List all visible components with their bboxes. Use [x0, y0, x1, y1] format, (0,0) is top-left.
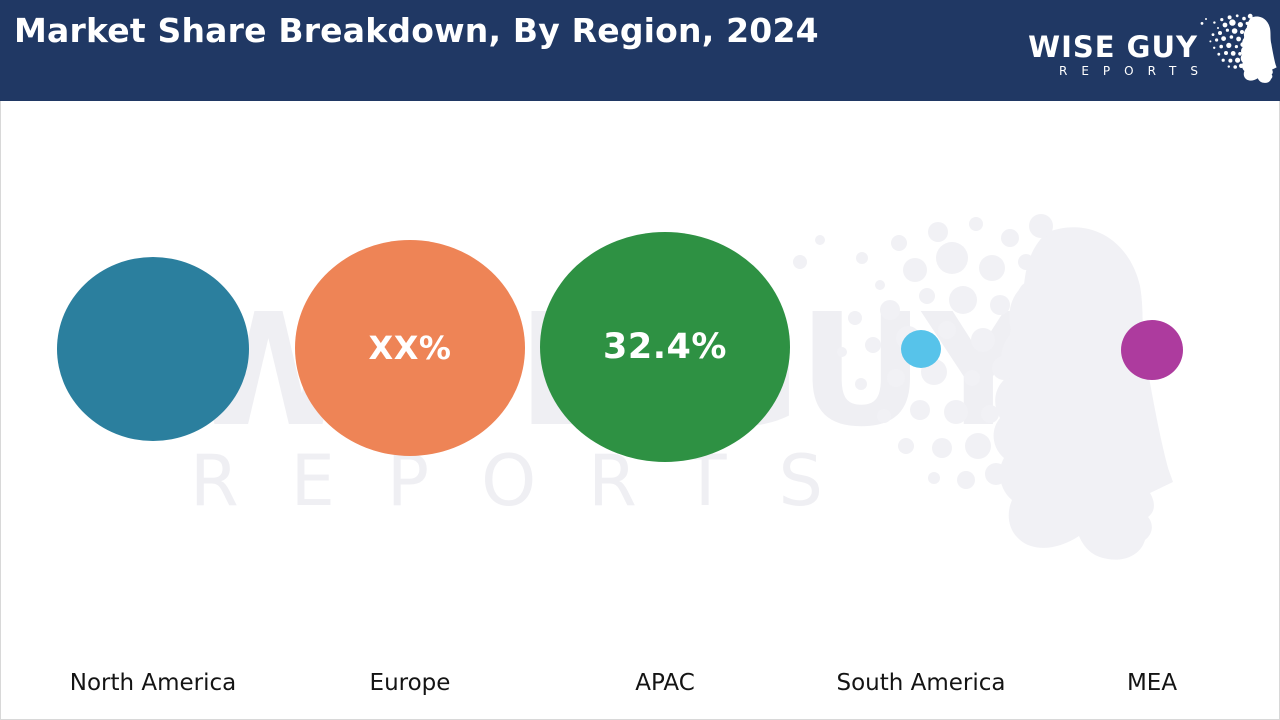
logo-head-icon	[1200, 13, 1277, 83]
bubble-value-label: XX%	[368, 329, 452, 367]
category-label-north-america: North America	[69, 670, 237, 696]
chart-title: Market Share Breakdown, By Region, 2024	[14, 11, 819, 50]
category-label-south-america: South America	[836, 670, 1006, 696]
category-label-mea: MEA	[1126, 670, 1178, 696]
bubble-north-america	[57, 257, 249, 441]
category-label-europe: Europe	[369, 670, 451, 696]
bubble-mea	[1121, 320, 1183, 380]
logo-text: WISE GUY REPORTS	[1028, 30, 1198, 78]
bubble-value-label: 32.4%	[603, 327, 727, 367]
category-label-apac: APAC	[635, 670, 695, 696]
logo-reports: REPORTS	[1058, 64, 1212, 78]
logo-wordmark: WISE GUY	[1028, 30, 1198, 64]
bubble-south-america	[901, 330, 941, 368]
wise-guy-logo: WISE GUY REPORTS	[1028, 0, 1280, 88]
bubble-europe: XX%	[295, 240, 525, 456]
header-bar: Market Share Breakdown, By Region, 2024 …	[0, 0, 1280, 101]
bubble-apac: 32.4%	[540, 232, 790, 462]
